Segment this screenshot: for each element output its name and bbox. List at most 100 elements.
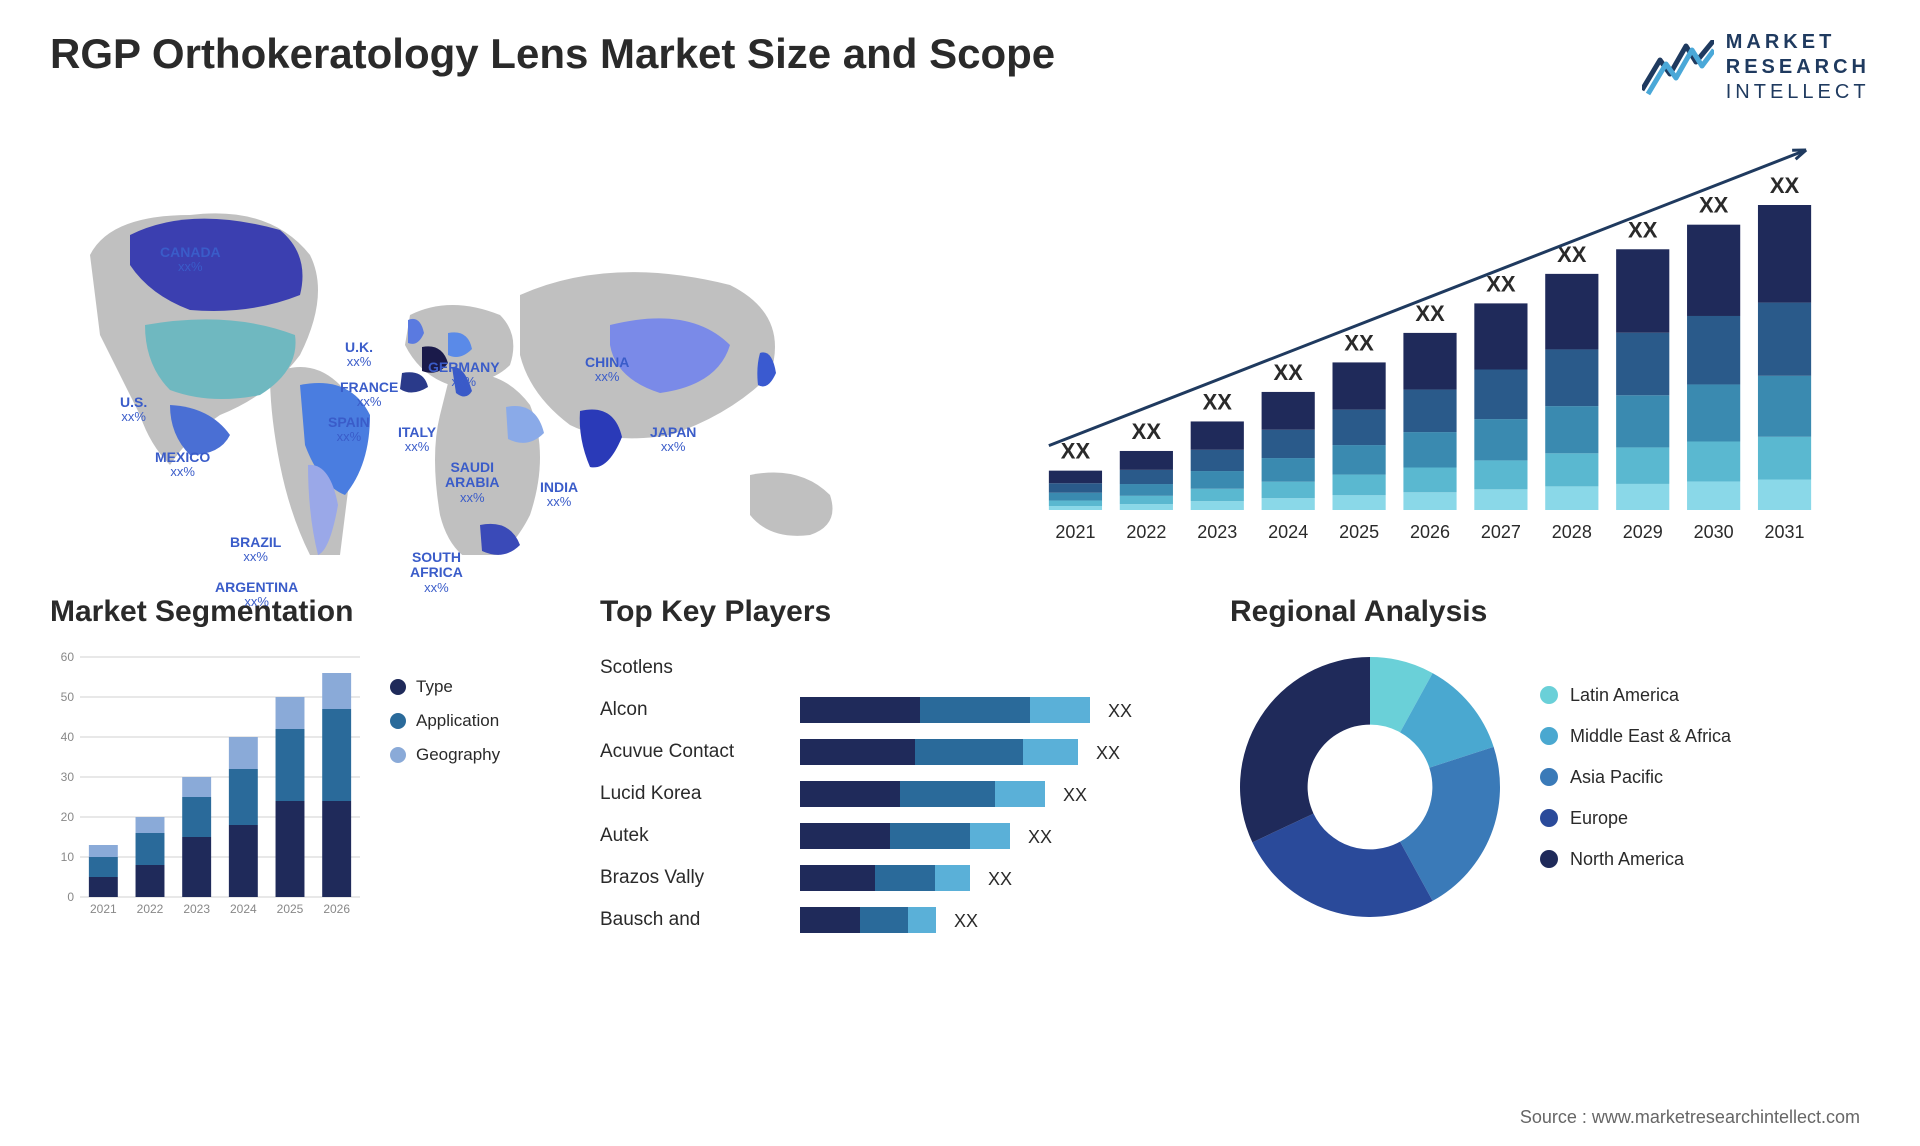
svg-text:2024: 2024 — [230, 902, 257, 916]
map-label: INDIAxx% — [540, 480, 578, 510]
svg-text:2027: 2027 — [1481, 522, 1521, 542]
player-name: Alcon — [600, 689, 780, 731]
svg-text:XX: XX — [1132, 419, 1162, 444]
legend-item: Middle East & Africa — [1540, 726, 1731, 747]
map-label: SPAINxx% — [328, 415, 370, 445]
svg-text:2022: 2022 — [1126, 522, 1166, 542]
legend-label: Latin America — [1570, 685, 1679, 706]
legend-dot-icon — [1540, 850, 1558, 868]
legend-dot-icon — [1540, 686, 1558, 704]
legend-item: Latin America — [1540, 685, 1731, 706]
legend-item: Europe — [1540, 808, 1731, 829]
svg-text:2026: 2026 — [323, 902, 350, 916]
page-title: RGP Orthokeratology Lens Market Size and… — [50, 30, 1055, 78]
legend-label: Application — [416, 711, 499, 731]
svg-text:2025: 2025 — [1339, 522, 1379, 542]
svg-text:XX: XX — [954, 911, 978, 931]
players-chart-svg: XX XX XX XX XX XX — [800, 647, 1180, 947]
regional-donut — [1230, 647, 1510, 927]
svg-text:XX: XX — [1063, 785, 1087, 805]
svg-text:2021: 2021 — [90, 902, 117, 916]
map-label: U.S.xx% — [120, 395, 147, 425]
svg-text:50: 50 — [61, 690, 75, 704]
segmentation-panel: Market Segmentation 01020304050602021202… — [50, 595, 570, 947]
logo-line1: MARKET — [1726, 30, 1870, 55]
map-label: BRAZILxx% — [230, 535, 281, 565]
svg-text:XX: XX — [1486, 271, 1516, 296]
svg-text:2023: 2023 — [1197, 522, 1237, 542]
svg-text:20: 20 — [61, 810, 75, 824]
regional-donut-svg — [1230, 647, 1510, 927]
regional-title: Regional Analysis — [1230, 595, 1870, 629]
legend-label: Europe — [1570, 808, 1628, 829]
svg-text:XX: XX — [1274, 360, 1304, 385]
legend-label: Type — [416, 677, 453, 697]
map-label: CANADAxx% — [160, 245, 221, 275]
legend-label: Geography — [416, 745, 500, 765]
player-name: Brazos Vally — [600, 857, 780, 899]
svg-text:XX: XX — [1108, 701, 1132, 721]
map-label: GERMANYxx% — [428, 360, 500, 390]
svg-text:XX: XX — [1096, 743, 1120, 763]
logo-line2: RESEARCH — [1726, 55, 1870, 80]
svg-text:2025: 2025 — [277, 902, 304, 916]
map-label: FRANCExx% — [340, 380, 398, 410]
segmentation-title: Market Segmentation — [50, 595, 570, 629]
svg-text:XX: XX — [1203, 389, 1233, 414]
legend-item: North America — [1540, 849, 1731, 870]
logo-text: MARKET RESEARCH INTELLECT — [1726, 30, 1870, 105]
legend-label: Middle East & Africa — [1570, 726, 1731, 747]
player-name: Lucid Korea — [600, 773, 780, 815]
map-label: ARGENTINAxx% — [215, 580, 298, 610]
map-label: ITALYxx% — [398, 425, 436, 455]
map-label: U.K.xx% — [345, 340, 373, 370]
regional-panel: Regional Analysis Latin America Middle Ea… — [1230, 595, 1870, 947]
world-map-panel: CANADAxx%U.S.xx%MEXICOxx%BRAZILxx%ARGENT… — [50, 135, 950, 555]
legend-item: Type — [390, 677, 500, 697]
player-name: Acuvue Contact — [600, 731, 780, 773]
svg-text:2028: 2028 — [1552, 522, 1592, 542]
svg-text:XX: XX — [1628, 217, 1658, 242]
legend-dot-icon — [390, 679, 406, 695]
svg-text:40: 40 — [61, 730, 75, 744]
svg-text:2031: 2031 — [1765, 522, 1805, 542]
svg-text:2023: 2023 — [183, 902, 210, 916]
legend-dot-icon — [1540, 809, 1558, 827]
legend-item: Application — [390, 711, 500, 731]
svg-text:XX: XX — [1028, 827, 1052, 847]
svg-text:XX: XX — [1344, 330, 1374, 355]
svg-text:2021: 2021 — [1055, 522, 1095, 542]
player-name: Bausch and — [600, 899, 780, 941]
logo-mark-icon — [1642, 40, 1714, 96]
map-label: SAUDIARABIAxx% — [445, 460, 499, 505]
player-name: Autek — [600, 815, 780, 857]
logo-line3: INTELLECT — [1726, 80, 1870, 105]
world-map-svg — [50, 135, 950, 555]
player-name: Scotlens — [600, 647, 780, 689]
source-footer: Source : www.marketresearchintellect.com — [1520, 1107, 1860, 1128]
svg-text:60: 60 — [61, 650, 75, 664]
map-label: CHINAxx% — [585, 355, 629, 385]
brand-logo: MARKET RESEARCH INTELLECT — [1642, 30, 1870, 105]
svg-text:XX: XX — [1770, 173, 1800, 198]
svg-text:XX: XX — [988, 869, 1012, 889]
growth-chart-panel: XX 2021 XX 2022 XX 2023 XX 2024 XX 2025 XX 2026 XX 20… — [990, 135, 1870, 555]
legend-dot-icon — [390, 747, 406, 763]
players-name-list: ScotlensAlconAcuvue ContactLucid KoreaAu… — [600, 647, 780, 947]
map-label: MEXICOxx% — [155, 450, 210, 480]
map-label: JAPANxx% — [650, 425, 696, 455]
svg-text:XX: XX — [1061, 439, 1091, 464]
svg-text:2026: 2026 — [1410, 522, 1450, 542]
key-players-panel: Top Key Players ScotlensAlconAcuvue Cont… — [600, 595, 1200, 947]
segmentation-chart-svg: 0102030405060202120222023202420252026 — [50, 647, 370, 927]
key-players-title: Top Key Players — [600, 595, 1200, 629]
legend-dot-icon — [1540, 768, 1558, 786]
svg-text:2024: 2024 — [1268, 522, 1308, 542]
svg-text:XX: XX — [1415, 301, 1445, 326]
svg-text:XX: XX — [1699, 193, 1729, 218]
legend-item: Asia Pacific — [1540, 767, 1731, 788]
svg-text:2029: 2029 — [1623, 522, 1663, 542]
legend-dot-icon — [1540, 727, 1558, 745]
svg-text:2022: 2022 — [137, 902, 164, 916]
svg-text:10: 10 — [61, 850, 75, 864]
